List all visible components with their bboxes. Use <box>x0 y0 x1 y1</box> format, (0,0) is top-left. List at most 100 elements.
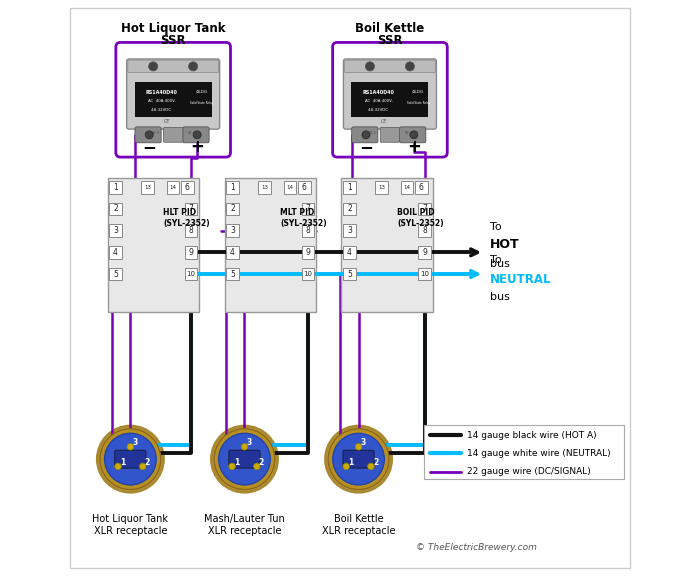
Circle shape <box>368 463 374 469</box>
Text: 8: 8 <box>422 226 427 235</box>
Circle shape <box>115 463 121 469</box>
Text: 1: 1 <box>113 183 118 192</box>
Text: HLT PID
(SYL-2352): HLT PID (SYL-2352) <box>164 208 210 228</box>
Circle shape <box>326 426 391 492</box>
Bar <box>343 203 356 215</box>
Text: To: To <box>490 222 501 232</box>
Bar <box>226 181 239 194</box>
Text: 6: 6 <box>185 183 190 192</box>
Text: 1: 1 <box>347 183 352 192</box>
Bar <box>415 181 428 194</box>
Text: 10: 10 <box>186 271 195 277</box>
FancyBboxPatch shape <box>183 127 209 143</box>
Text: Hot Liquor Tank: Hot Liquor Tank <box>121 22 225 35</box>
FancyBboxPatch shape <box>115 450 146 468</box>
Text: 2: 2 <box>113 204 118 214</box>
Text: 7: 7 <box>305 204 310 214</box>
Bar <box>109 268 122 281</box>
Circle shape <box>332 433 384 485</box>
FancyBboxPatch shape <box>128 60 218 73</box>
Text: 2: 2 <box>373 458 378 467</box>
Bar <box>185 268 197 281</box>
Circle shape <box>193 131 201 139</box>
Text: Solid State Relay: Solid State Relay <box>407 101 430 105</box>
Text: 2: 2 <box>230 204 235 214</box>
Text: +: + <box>407 138 421 156</box>
Bar <box>419 225 431 237</box>
Text: bus: bus <box>490 292 510 302</box>
Text: 9: 9 <box>188 248 193 257</box>
FancyBboxPatch shape <box>127 59 220 129</box>
Circle shape <box>253 463 260 469</box>
Text: 10: 10 <box>420 271 429 277</box>
Text: 1: 1 <box>230 183 235 192</box>
Bar <box>226 246 239 259</box>
Bar <box>343 181 356 194</box>
Text: 5: 5 <box>113 270 118 279</box>
Circle shape <box>365 62 375 71</box>
Bar <box>185 246 197 259</box>
Text: ⊙LDG: ⊙LDG <box>412 90 424 94</box>
Bar <box>185 225 197 237</box>
Text: 1: 1 <box>120 458 125 467</box>
Circle shape <box>410 131 418 139</box>
Circle shape <box>100 429 161 490</box>
Circle shape <box>343 463 349 469</box>
Text: 3: 3 <box>246 438 252 448</box>
Text: 2: 2 <box>347 204 352 214</box>
Text: A2+4: A2+4 <box>188 131 198 135</box>
Text: RS1A40D40: RS1A40D40 <box>146 89 178 94</box>
FancyBboxPatch shape <box>229 450 260 468</box>
Circle shape <box>148 62 158 71</box>
FancyBboxPatch shape <box>344 59 436 129</box>
Text: +: + <box>190 138 204 156</box>
Text: 3: 3 <box>230 226 235 235</box>
Text: 6: 6 <box>302 183 307 192</box>
Circle shape <box>211 426 278 492</box>
FancyBboxPatch shape <box>400 127 426 143</box>
Bar <box>343 246 356 259</box>
Circle shape <box>145 131 153 139</box>
Bar <box>419 203 431 215</box>
Bar <box>181 181 194 194</box>
Text: 13: 13 <box>144 185 151 190</box>
Text: MLT PID
(SYL-2352): MLT PID (SYL-2352) <box>281 208 327 228</box>
Bar <box>401 181 413 194</box>
Bar <box>419 246 431 259</box>
Text: 2: 2 <box>259 458 264 467</box>
Text: Mash/Lauter Tun
XLR receptacle: Mash/Lauter Tun XLR receptacle <box>204 514 285 536</box>
Text: 14: 14 <box>169 185 176 190</box>
Circle shape <box>229 463 235 469</box>
Circle shape <box>139 463 146 469</box>
Text: 1: 1 <box>234 458 239 467</box>
Bar <box>134 82 211 116</box>
Text: 3: 3 <box>132 438 138 448</box>
Circle shape <box>241 444 248 450</box>
Text: 5: 5 <box>347 270 352 279</box>
Text: © TheElectricBrewery.com: © TheElectricBrewery.com <box>416 543 536 552</box>
Circle shape <box>104 433 156 485</box>
Text: 13: 13 <box>378 185 385 190</box>
FancyBboxPatch shape <box>342 178 433 312</box>
FancyBboxPatch shape <box>344 60 435 73</box>
Bar <box>343 268 356 281</box>
Circle shape <box>218 433 270 485</box>
Text: bus: bus <box>490 259 510 269</box>
Text: 14: 14 <box>286 185 293 190</box>
Text: 9: 9 <box>422 248 427 257</box>
Text: AC  40A 400V-: AC 40A 400V- <box>365 99 393 103</box>
Circle shape <box>405 62 414 71</box>
Text: 14 gauge black wire (HOT A): 14 gauge black wire (HOT A) <box>467 431 596 439</box>
Text: CE: CE <box>381 119 388 124</box>
Text: HOT: HOT <box>490 238 519 251</box>
Text: 7: 7 <box>422 204 427 214</box>
Text: 3: 3 <box>113 226 118 235</box>
Text: 7: 7 <box>188 204 193 214</box>
FancyBboxPatch shape <box>380 127 400 142</box>
Text: ⊙LDG: ⊙LDG <box>195 90 207 94</box>
Bar <box>226 225 239 237</box>
Text: Hot Liquor Tank
XLR receptacle: Hot Liquor Tank XLR receptacle <box>92 514 169 536</box>
Text: Boil Kettle: Boil Kettle <box>356 22 425 35</box>
Text: 4.8-32VDC: 4.8-32VDC <box>368 108 389 112</box>
Text: Solid State Relay: Solid State Relay <box>190 101 213 105</box>
